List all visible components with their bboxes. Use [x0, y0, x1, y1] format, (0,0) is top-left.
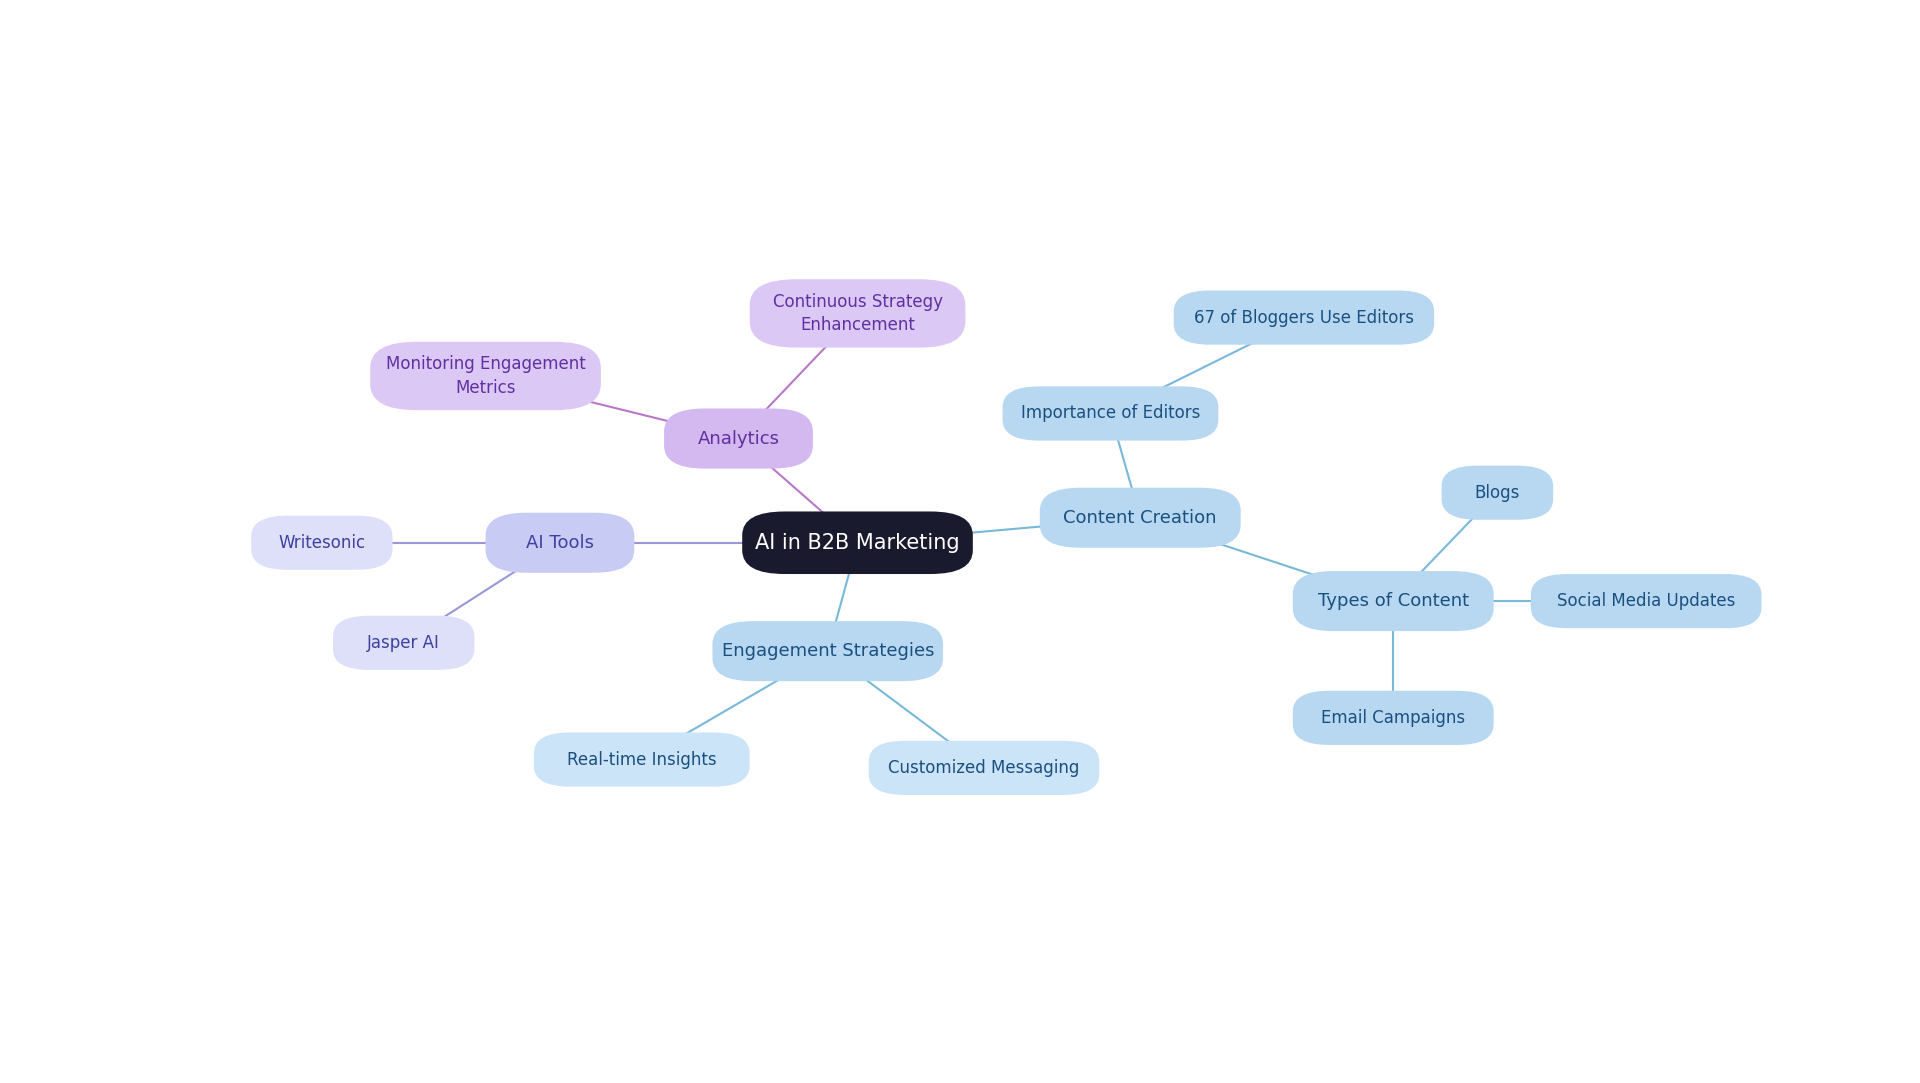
Text: Types of Content: Types of Content	[1317, 592, 1469, 610]
FancyBboxPatch shape	[664, 408, 812, 469]
Text: Email Campaigns: Email Campaigns	[1321, 709, 1465, 727]
Text: AI in B2B Marketing: AI in B2B Marketing	[755, 533, 960, 552]
FancyBboxPatch shape	[1292, 691, 1494, 745]
FancyBboxPatch shape	[743, 511, 973, 574]
FancyBboxPatch shape	[868, 741, 1100, 795]
FancyBboxPatch shape	[1002, 387, 1219, 441]
Text: Social Media Updates: Social Media Updates	[1557, 592, 1736, 610]
Text: Engagement Strategies: Engagement Strategies	[722, 642, 933, 661]
Text: Analytics: Analytics	[697, 430, 780, 447]
FancyBboxPatch shape	[712, 622, 943, 681]
Text: Importance of Editors: Importance of Editors	[1021, 404, 1200, 422]
FancyBboxPatch shape	[1442, 466, 1553, 520]
Text: Customized Messaging: Customized Messaging	[889, 759, 1079, 777]
Text: AI Tools: AI Tools	[526, 534, 593, 551]
Text: Continuous Strategy
Enhancement: Continuous Strategy Enhancement	[772, 292, 943, 335]
FancyBboxPatch shape	[1041, 487, 1240, 548]
FancyBboxPatch shape	[534, 732, 749, 786]
Text: 67 of Bloggers Use Editors: 67 of Bloggers Use Editors	[1194, 309, 1413, 327]
FancyBboxPatch shape	[252, 516, 392, 570]
FancyBboxPatch shape	[749, 279, 966, 348]
Text: Content Creation: Content Creation	[1064, 509, 1217, 526]
FancyBboxPatch shape	[1173, 290, 1434, 344]
Text: Blogs: Blogs	[1475, 484, 1521, 501]
FancyBboxPatch shape	[1292, 571, 1494, 631]
FancyBboxPatch shape	[486, 512, 634, 573]
FancyBboxPatch shape	[332, 616, 474, 670]
FancyBboxPatch shape	[371, 342, 601, 410]
Text: Writesonic: Writesonic	[278, 534, 365, 551]
Text: Jasper AI: Jasper AI	[367, 634, 440, 652]
Text: Monitoring Engagement
Metrics: Monitoring Engagement Metrics	[386, 355, 586, 396]
Text: Real-time Insights: Real-time Insights	[566, 751, 716, 769]
FancyBboxPatch shape	[1530, 574, 1761, 628]
